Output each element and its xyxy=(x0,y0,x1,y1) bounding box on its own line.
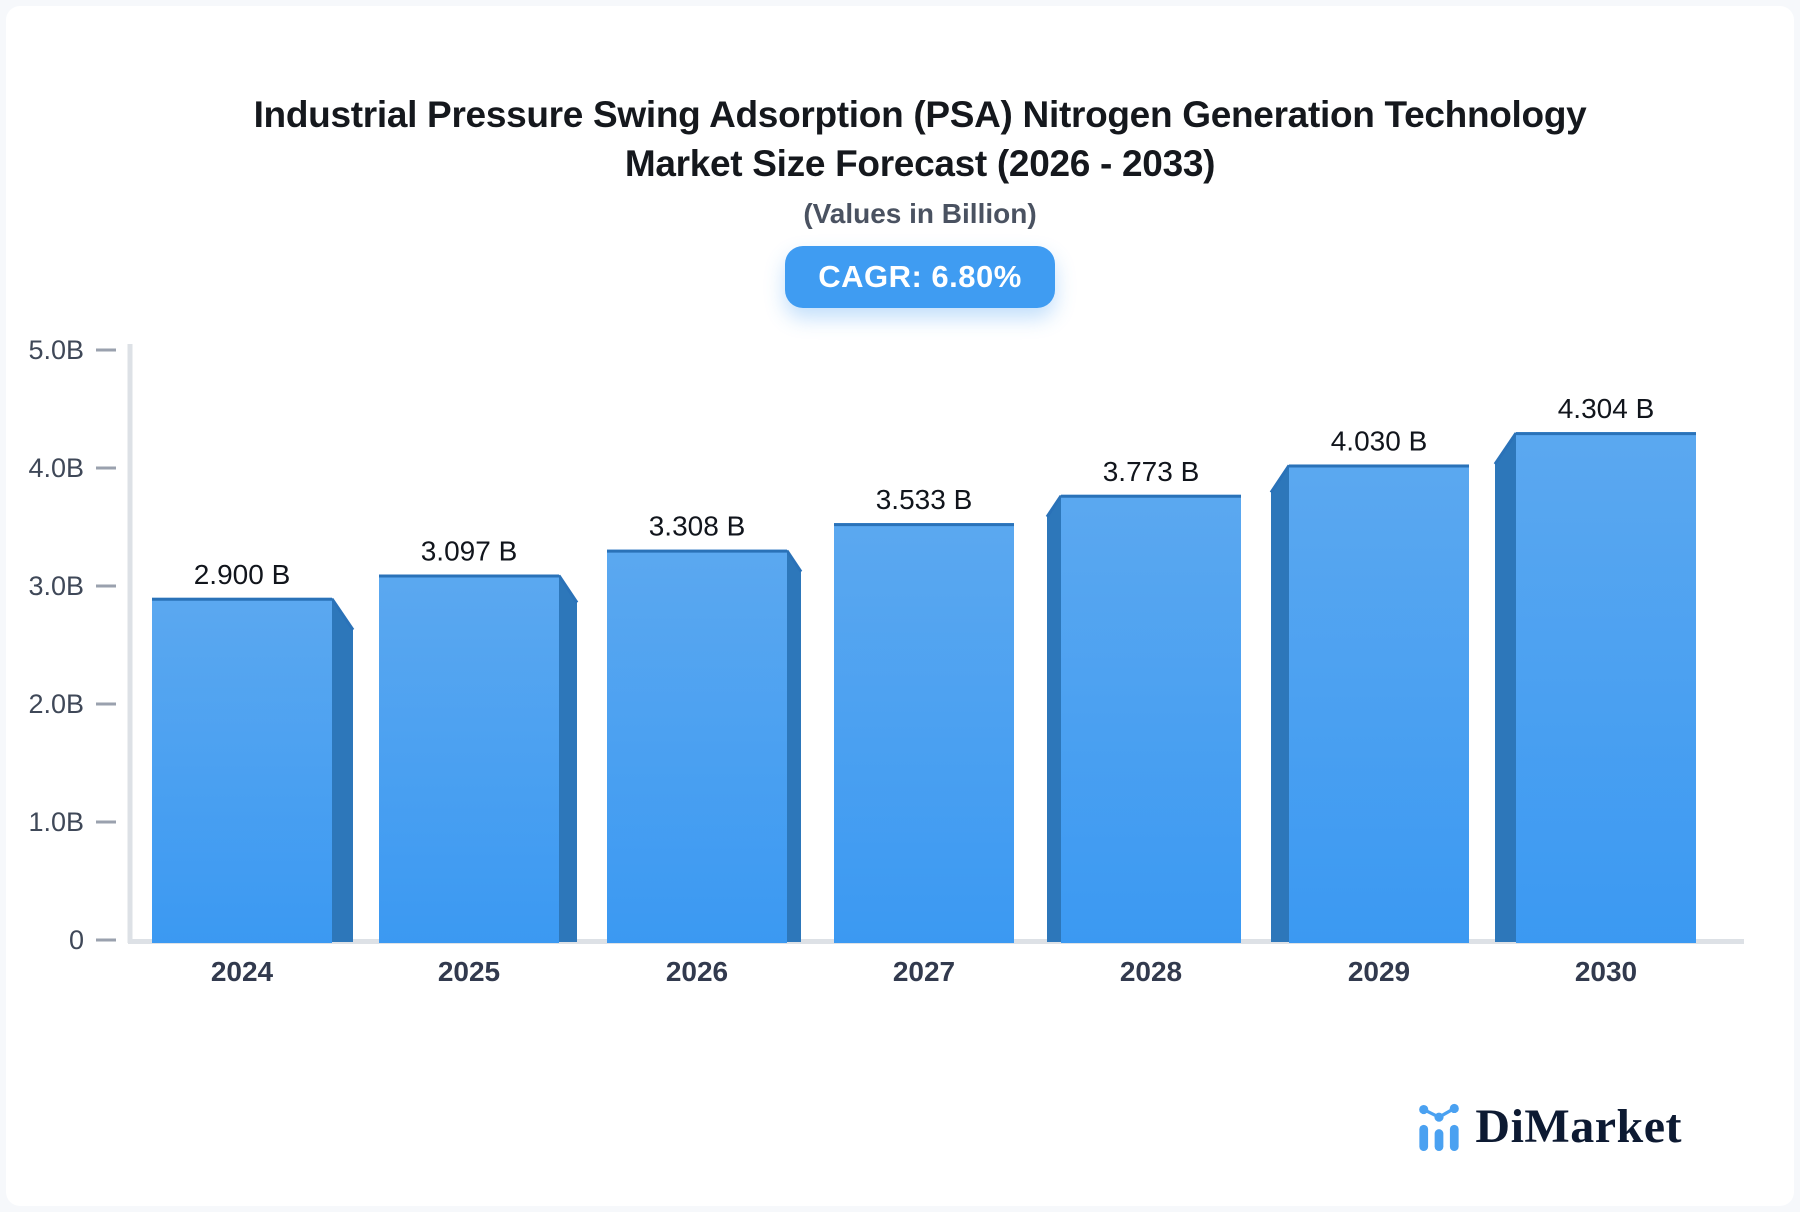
bar-side-face-2028 xyxy=(1047,494,1061,942)
bar-bevel-edge xyxy=(1269,464,1291,494)
y-axis-label: 1.0B xyxy=(28,807,84,837)
bar-value-label-2026: 3.308 B xyxy=(649,511,746,542)
y-axis-label: 5.0B xyxy=(28,335,84,365)
x-axis-label-2030: 2030 xyxy=(1575,956,1637,987)
bar-side-face-2025 xyxy=(559,574,577,942)
x-axis-label-2029: 2029 xyxy=(1348,956,1410,987)
bar-2026 xyxy=(607,549,787,943)
y-axis-label: 0 xyxy=(69,925,84,955)
page-title: Industrial Pressure Swing Adsorption (PS… xyxy=(20,90,1800,188)
chart-subtitle: (Values in Billion) xyxy=(803,198,1037,229)
bar-bevel-edge xyxy=(1045,494,1063,518)
bar-bevel-edge xyxy=(330,597,355,631)
bar-2029 xyxy=(1289,464,1469,943)
bar-side-face-2029 xyxy=(1271,464,1289,942)
bar-2028 xyxy=(1061,494,1241,943)
logo-bar-line-chart-icon xyxy=(1419,1103,1460,1151)
x-axis-label-2027: 2027 xyxy=(893,956,955,987)
title-line-1: Industrial Pressure Swing Adsorption (PS… xyxy=(253,94,1587,135)
y-axis-label: 3.0B xyxy=(28,571,84,601)
x-axis-label-2025: 2025 xyxy=(438,956,500,987)
bar-bevel-edge xyxy=(1493,432,1518,465)
x-axis-label-2026: 2026 xyxy=(666,956,728,987)
title-line-2: Market Size Forecast (2026 - 2033) xyxy=(624,143,1216,184)
bar-value-label-2024: 2.900 B xyxy=(194,559,291,590)
bar-side-face-2030 xyxy=(1495,432,1516,942)
bar-value-label-2029: 4.030 B xyxy=(1331,425,1428,456)
logo-text: DiMarket xyxy=(1475,1100,1682,1153)
bar-bevel-edge xyxy=(785,549,803,573)
bar-bevel-edge xyxy=(557,574,579,604)
bar-value-label-2030: 4.304 B xyxy=(1558,393,1655,424)
x-axis-label-2024: 2024 xyxy=(211,956,274,987)
bar-value-label-2027: 3.533 B xyxy=(876,484,973,515)
y-axis-label: 4.0B xyxy=(28,453,84,483)
bar-value-label-2028: 3.773 B xyxy=(1103,456,1200,487)
bar-2024 xyxy=(152,597,332,943)
bar-side-face-2024 xyxy=(332,597,353,942)
chart-header: Industrial Pressure Swing Adsorption (PS… xyxy=(20,90,1800,308)
bar-2027 xyxy=(834,523,1014,943)
dimarket-logo: DiMarket xyxy=(1419,1099,1682,1154)
x-axis-label-2028: 2028 xyxy=(1120,956,1182,987)
bar-2030 xyxy=(1516,432,1696,943)
bar-side-face-2026 xyxy=(787,549,801,942)
cagr-badge: CAGR: 6.80% xyxy=(785,246,1055,308)
bar-value-label-2025: 3.097 B xyxy=(421,536,518,567)
y-axis-label: 2.0B xyxy=(28,689,84,719)
bar-2025 xyxy=(379,574,559,943)
